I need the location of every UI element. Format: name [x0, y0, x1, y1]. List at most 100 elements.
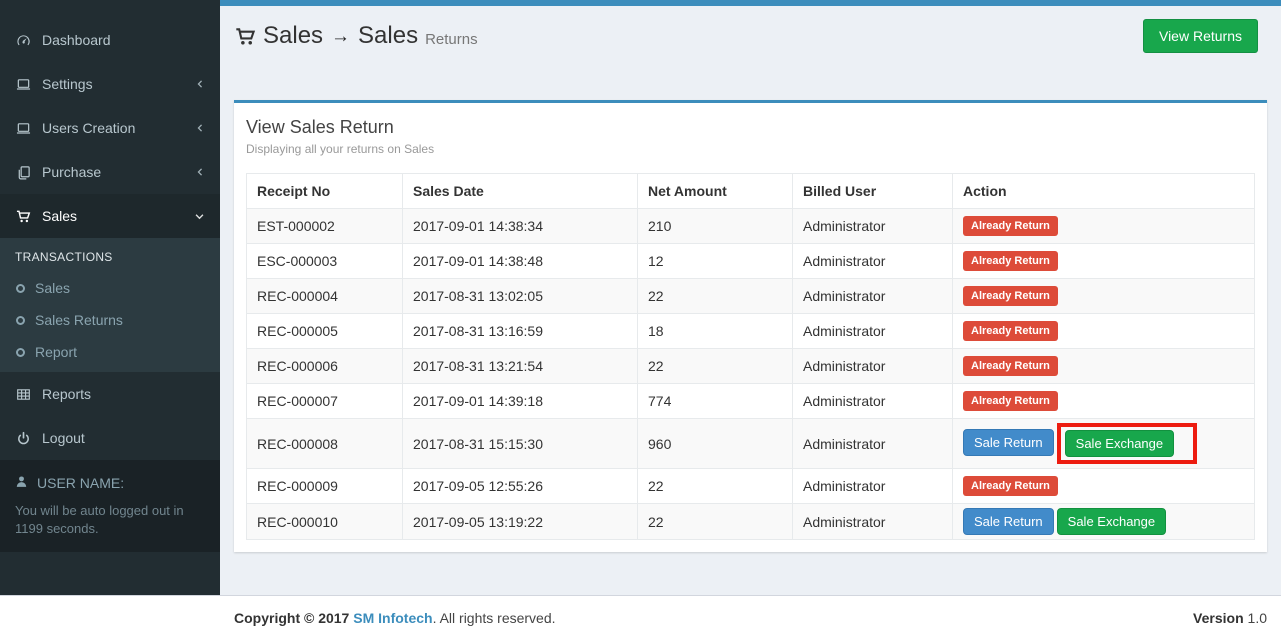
chevron-left-icon [195, 79, 205, 89]
sidebar-item-label: Sales [42, 208, 78, 224]
table-row: REC-000005 2017-08-31 13:16:59 18 Administr… [246, 313, 1255, 349]
sales-submenu: TRANSACTIONS Sales Sales Returns Report [0, 238, 220, 372]
user-name-label: USER NAME: [37, 475, 125, 491]
cart-icon [15, 209, 31, 224]
table-header-row: Receipt No Sales Date Net Amount Billed … [246, 173, 1255, 209]
action-cell: Already Return [952, 278, 1255, 314]
sidebar-item-dashboard[interactable]: Dashboard [0, 18, 220, 62]
receipt-cell: REC-000010 [246, 503, 403, 540]
sidebar-item-label: Logout [42, 430, 85, 446]
main-content: Sales → Sales Returns View Returns View … [220, 0, 1281, 595]
user-icon [15, 475, 28, 491]
sidebar-item-purchase[interactable]: Purchase [0, 150, 220, 194]
table-row: REC-000006 2017-08-31 13:21:54 22 Administr… [246, 348, 1255, 384]
net-amount-cell: 22 [637, 468, 793, 504]
column-net-amount: Net Amount [637, 173, 793, 209]
sidebar-subitem-label: Sales [35, 280, 71, 296]
circle-icon [16, 283, 25, 293]
copyright-text: Copyright © 2017 SM Infotech. All rights… [234, 609, 556, 626]
sidebar-item-label: Purchase [42, 164, 102, 180]
sidebar-item-users-creation[interactable]: Users Creation [0, 106, 220, 150]
top-accent-bar [220, 0, 1281, 6]
sidebar-item-settings[interactable]: Settings [0, 62, 220, 106]
sale-return-button[interactable]: Sale Return [963, 429, 1054, 457]
column-action: Action [952, 173, 1255, 209]
laptop-icon [15, 77, 31, 92]
receipt-cell: REC-000005 [246, 313, 403, 349]
net-amount-cell: 210 [637, 208, 793, 244]
column-sales-date: Sales Date [402, 173, 638, 209]
circle-icon [16, 347, 25, 357]
chevron-left-icon [195, 167, 205, 177]
cart-icon [235, 26, 256, 47]
already-return-badge: Already Return [963, 356, 1058, 376]
net-amount-cell: 960 [637, 418, 793, 469]
already-return-badge: Already Return [963, 391, 1058, 411]
circle-icon [16, 315, 25, 325]
sidebar-subitem-label: Report [35, 344, 78, 360]
chevron-down-icon [194, 211, 205, 222]
sidebar-menu: Dashboard Settings Users Creation [0, 0, 220, 460]
net-amount-cell: 18 [637, 313, 793, 349]
sidebar-item-sales[interactable]: Sales [0, 194, 220, 238]
sidebar-item-label: Reports [42, 386, 92, 402]
table-row: REC-000009 2017-09-05 12:55:26 22 Administr… [246, 468, 1255, 504]
billed-user-cell: Administrator [792, 503, 953, 540]
sidebar-subitem-sales[interactable]: Sales [0, 272, 220, 304]
receipt-cell: EST-000002 [246, 208, 403, 244]
table-body: EST-000002 2017-09-01 14:38:34 210 Administ… [246, 208, 1255, 540]
sale-exchange-button[interactable]: Sale Exchange [1056, 508, 1167, 535]
sidebar-subitem-label: Sales Returns [35, 312, 123, 328]
sale-exchange-button[interactable]: Sale Exchange [1064, 430, 1175, 457]
already-return-badge: Already Return [963, 321, 1058, 341]
already-return-badge: Already Return [963, 286, 1058, 306]
sidebar-item-label: Settings [42, 76, 93, 92]
sales-date-cell: 2017-09-01 14:38:34 [402, 208, 638, 244]
chevron-left-icon [195, 123, 205, 133]
sales-date-cell: 2017-08-31 13:21:54 [402, 348, 638, 384]
user-panel: USER NAME: You will be auto logged out i… [0, 460, 220, 553]
net-amount-cell: 12 [637, 243, 793, 279]
sidebar-subitem-report[interactable]: Report [0, 336, 220, 368]
sidebar-subitem-sales-returns[interactable]: Sales Returns [0, 304, 220, 336]
sales-return-card: View Sales Return Displaying all your re… [234, 100, 1267, 552]
breadcrumb-sub: Returns [425, 30, 478, 48]
table-row: ESC-000003 2017-09-01 14:38:48 12 Administr… [246, 243, 1255, 279]
sidebar-item-logout[interactable]: Logout [0, 416, 220, 460]
sale-return-button[interactable]: Sale Return [963, 508, 1054, 535]
power-icon [15, 431, 31, 446]
action-cell: Already Return [952, 383, 1255, 419]
action-cell: Already Return [952, 348, 1255, 384]
table-row: REC-000010 2017-09-05 13:19:22 22 Administr… [246, 503, 1255, 540]
sales-date-cell: 2017-09-01 14:38:48 [402, 243, 638, 279]
receipt-cell: REC-000006 [246, 348, 403, 384]
action-cell: Already Return [952, 468, 1255, 504]
transactions-section-label: TRANSACTIONS [15, 250, 113, 264]
content-header: Sales → Sales Returns View Returns [220, 6, 1281, 90]
sales-date-cell: 2017-09-05 13:19:22 [402, 503, 638, 540]
sidebar-item-reports[interactable]: Reports [0, 372, 220, 416]
table-row: REC-000007 2017-09-01 14:39:18 774 Administ… [246, 383, 1255, 419]
billed-user-cell: Administrator [792, 348, 953, 384]
sales-date-cell: 2017-08-31 13:16:59 [402, 313, 638, 349]
view-returns-button[interactable]: View Returns [1142, 19, 1258, 53]
net-amount-cell: 774 [637, 383, 793, 419]
receipt-cell: ESC-000003 [246, 243, 403, 279]
company-link[interactable]: SM Infotech [353, 609, 433, 626]
sidebar-item-label: Dashboard [42, 32, 111, 48]
action-cell: Sale Return Sale Exchange [952, 418, 1255, 469]
net-amount-cell: 22 [637, 503, 793, 540]
app-wrapper: Dashboard Settings Users Creation [0, 0, 1281, 595]
billed-user-cell: Administrator [792, 243, 953, 279]
card-title: View Sales Return [246, 117, 394, 137]
sidebar-filler [0, 552, 220, 595]
highlight-box: Sale Exchange [1056, 423, 1198, 464]
billed-user-cell: Administrator [792, 208, 953, 244]
net-amount-cell: 22 [637, 278, 793, 314]
column-billed-user: Billed User [792, 173, 953, 209]
version-text: Version 1.0 [1193, 609, 1267, 626]
card-subtitle: Displaying all your returns on Sales [246, 142, 435, 156]
already-return-badge: Already Return [963, 216, 1058, 236]
laptop-icon [15, 121, 31, 136]
action-cell: Already Return [952, 243, 1255, 279]
